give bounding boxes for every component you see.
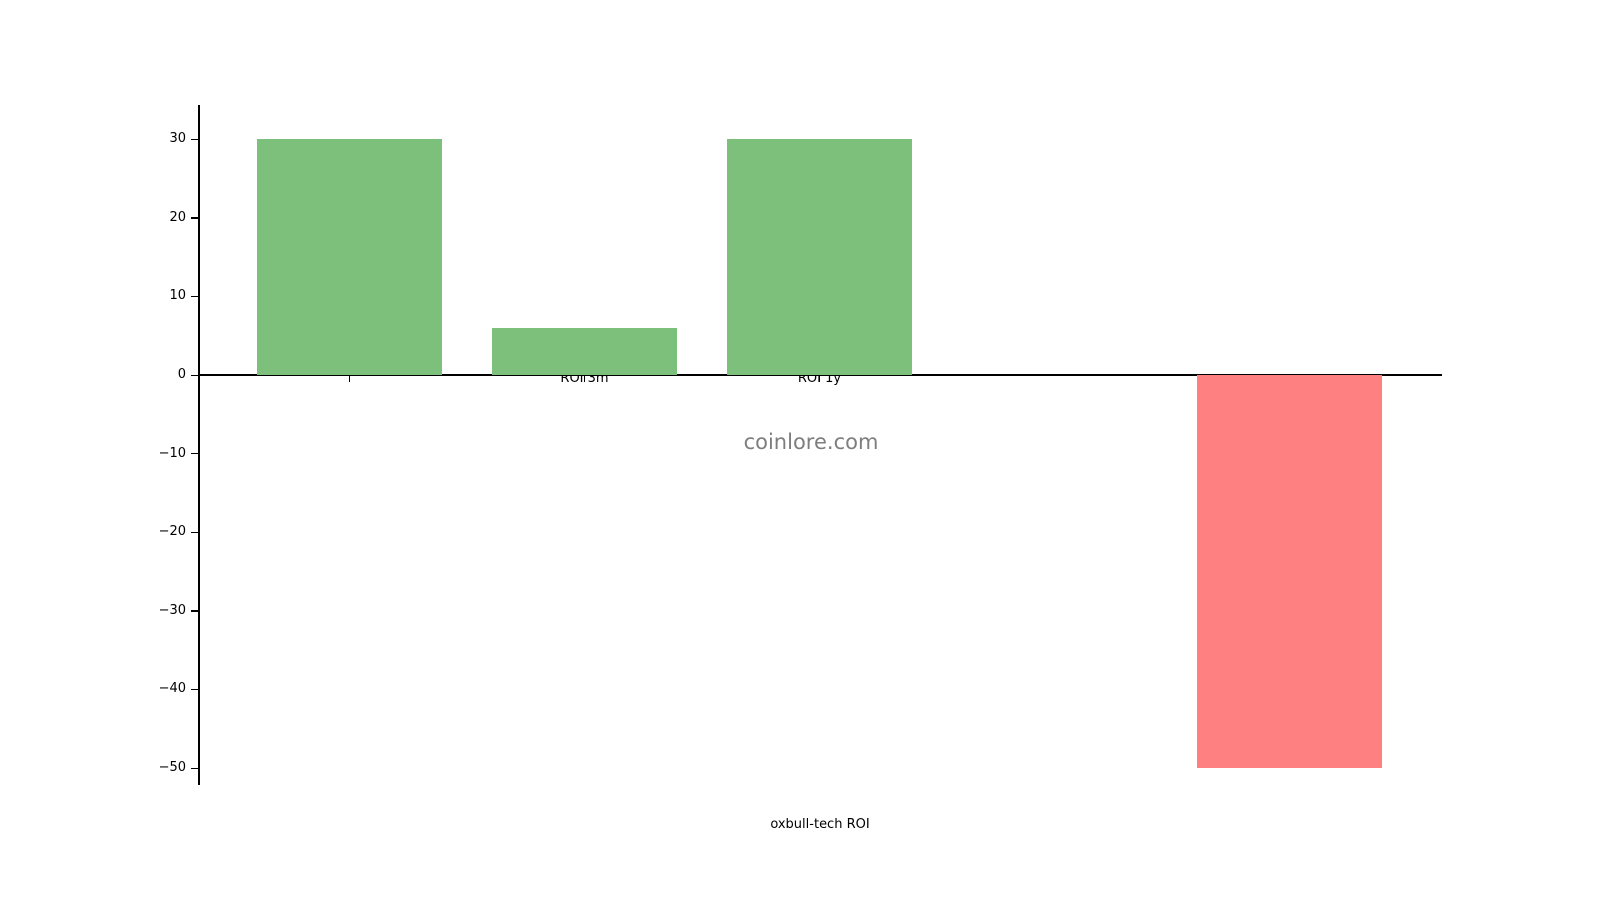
y-tick-label: 0 — [177, 367, 186, 382]
y-tick-label: 30 — [169, 131, 186, 147]
y-tick-mark — [191, 453, 198, 455]
bar-roi-3m — [492, 327, 677, 375]
coinlore-watermark: coinlore.com — [743, 430, 879, 454]
y-tick-mark — [191, 138, 198, 141]
x-tick-mark — [349, 375, 351, 382]
y-tick-mark — [191, 531, 198, 534]
chart-x-axis-title: oxbull-tech ROI — [770, 817, 870, 832]
y-tick-label: −20 — [158, 524, 186, 540]
bar-unlabeled-4 — [1197, 375, 1382, 768]
x-tick-mark — [584, 375, 586, 382]
y-tick-label: −50 — [158, 760, 186, 775]
y-tick-label: −30 — [158, 602, 186, 618]
y-axis-spine — [198, 105, 200, 785]
y-tick-mark — [191, 767, 198, 769]
bar-unlabeled-0 — [257, 139, 442, 375]
y-tick-label: 10 — [169, 288, 186, 304]
y-tick-label: −40 — [158, 681, 186, 697]
y-tick-mark — [191, 295, 198, 298]
y-tick-mark — [191, 610, 198, 612]
y-tick-mark — [191, 217, 198, 219]
x-tick-mark — [819, 375, 821, 382]
y-tick-mark — [191, 374, 198, 376]
y-tick-label: −10 — [158, 445, 186, 461]
y-tick-label: 20 — [169, 209, 186, 225]
y-tick-mark — [191, 688, 198, 691]
bar-roi-1y — [727, 139, 912, 375]
